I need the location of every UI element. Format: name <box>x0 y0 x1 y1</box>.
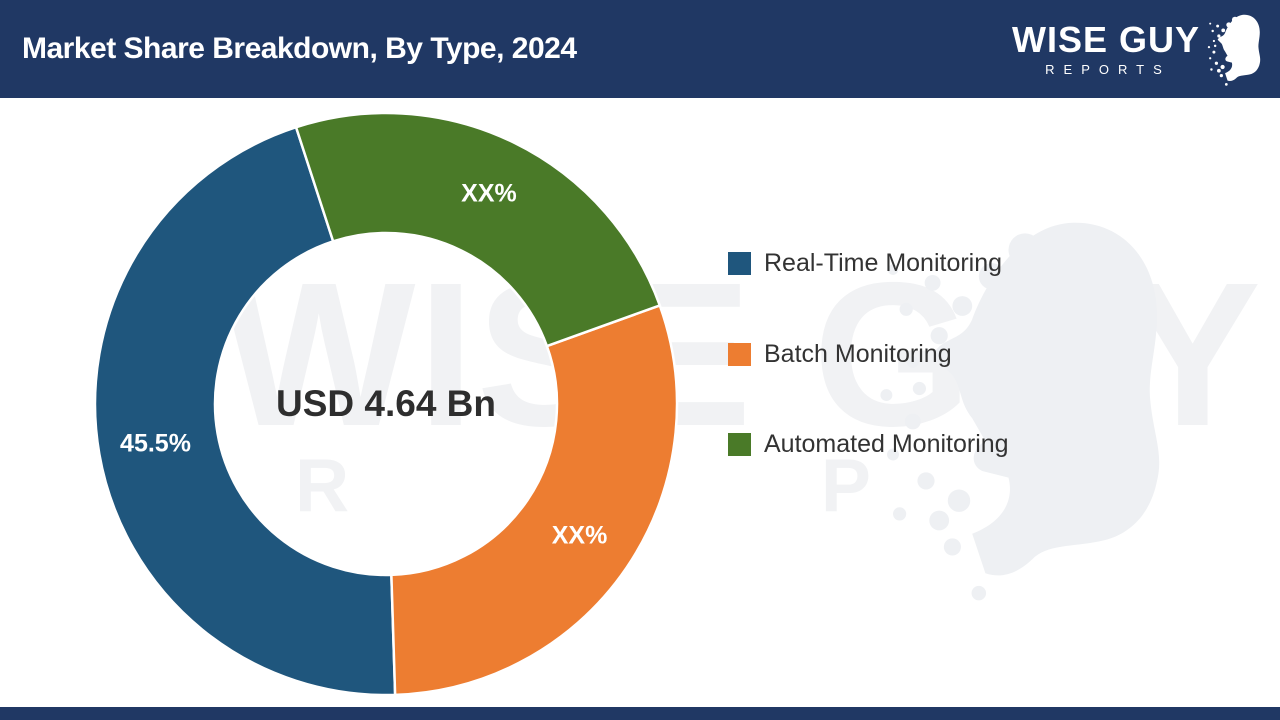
donut-slice-1 <box>390 304 679 697</box>
legend-label-automated: Automated Monitoring <box>764 430 1009 458</box>
page-title: Market Share Breakdown, By Type, 2024 <box>22 32 577 65</box>
chart-legend: Real-Time Monitoring Batch Monitoring Au… <box>728 249 1009 459</box>
legend-swatch-batch <box>728 342 751 366</box>
header-bar: Market Share Breakdown, By Type, 2024 WI… <box>0 0 1280 98</box>
legend-label-real-time: Real-Time Monitoring <box>764 249 1003 277</box>
donut-slice-2 <box>294 111 662 348</box>
wiseguy-face-icon <box>1207 14 1261 86</box>
donut-slice-0 <box>93 125 397 697</box>
legend-label-batch: Batch Monitoring <box>764 339 952 368</box>
legend-swatch-real-time <box>728 252 751 276</box>
chart-center-value: USD 4.64 Bn <box>275 383 497 424</box>
wiseguy-logo: WISE GUY REPORTS <box>1012 9 1266 89</box>
legend-item-automated: Automated Monitoring <box>728 430 1009 459</box>
slice-percentage-label: XX% <box>461 179 517 208</box>
legend-item-real-time: Real-Time Monitoring <box>728 249 1009 278</box>
slice-percentage-label: XX% <box>551 521 608 550</box>
slice-percentage-label: 45.5% <box>120 429 191 458</box>
logo-wiseguy-text: WISE GUY <box>1011 18 1200 60</box>
legend-item-batch: Batch Monitoring <box>728 339 1009 369</box>
footer-bar <box>0 707 1280 720</box>
legend-swatch-automated <box>728 433 751 457</box>
logo-reports-text: REPORTS <box>1045 61 1171 77</box>
